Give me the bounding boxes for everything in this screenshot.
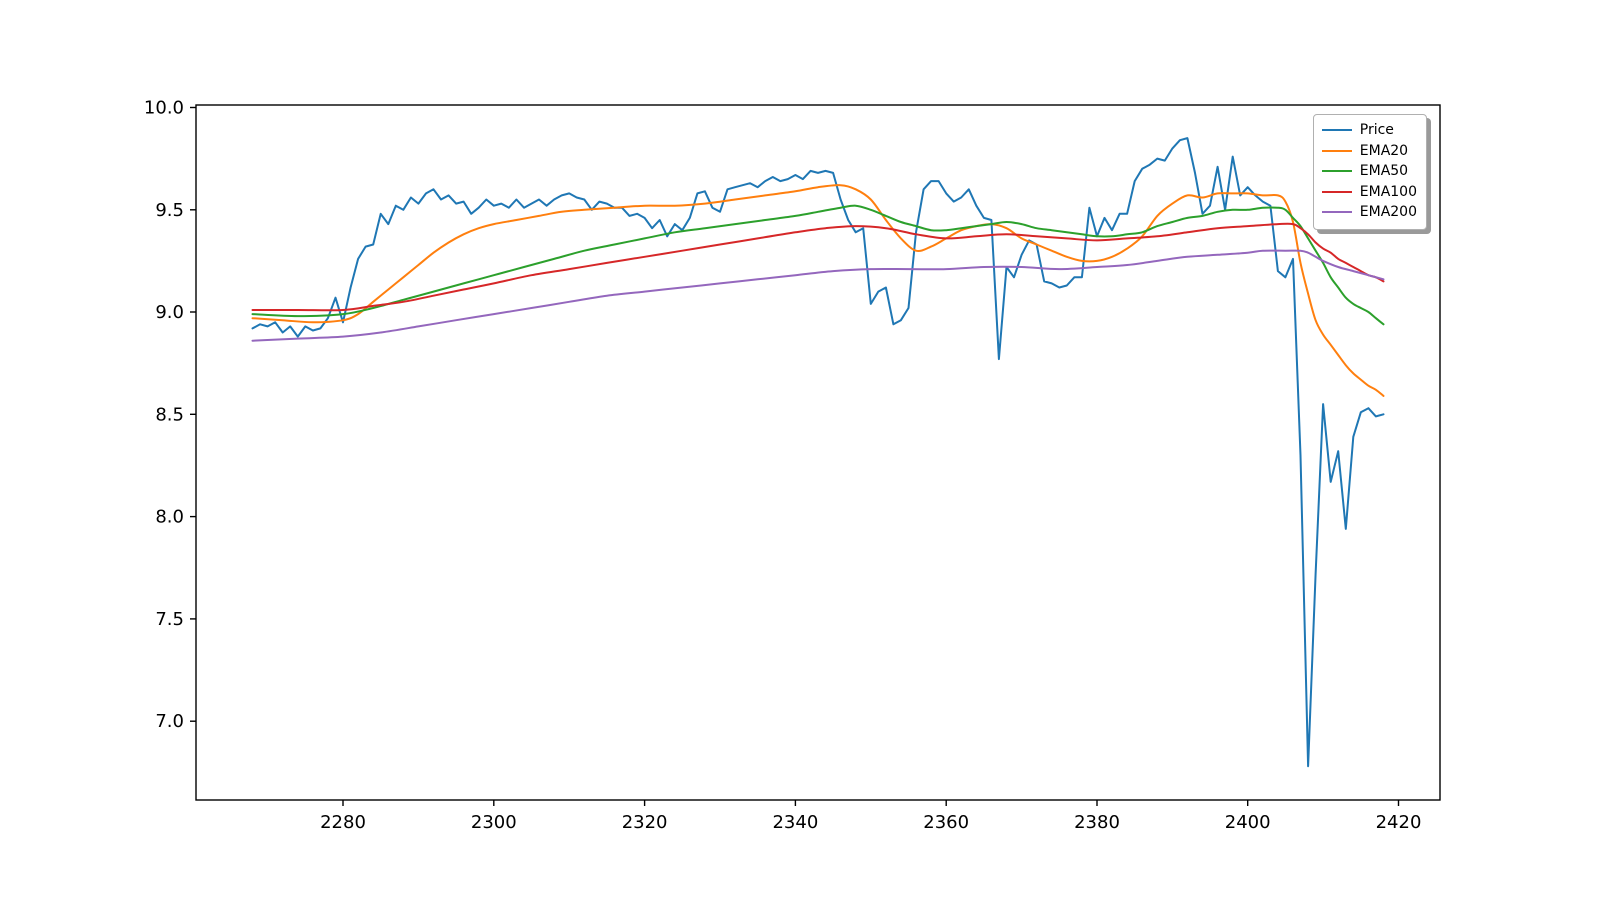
legend-swatch-ema50 (1321, 170, 1352, 173)
x-tick-label: 2320 (622, 812, 668, 833)
series-line-ema100 (251, 222, 1385, 312)
legend: Price EMA20 EMA50 EMA100 EMA200 (1312, 114, 1427, 230)
x-tick-label: 2340 (772, 812, 818, 833)
y-tick-label: 7.0 (155, 711, 184, 732)
y-tick-label: 8.0 (155, 507, 184, 528)
series-line-ema20 (251, 184, 1385, 397)
legend-label-ema100: EMA100 (1359, 183, 1417, 200)
x-tick-label: 2300 (471, 812, 517, 833)
legend-item-ema100: EMA100 (1321, 182, 1417, 203)
x-tick-label: 2400 (1225, 812, 1271, 833)
series-line-ema200 (251, 249, 1385, 342)
x-tick-label: 2420 (1376, 812, 1422, 833)
legend-swatch-ema200 (1321, 211, 1352, 214)
legend-label-ema50: EMA50 (1359, 163, 1409, 179)
y-tick-label: 10.0 (144, 98, 184, 119)
y-tick-label: 8.5 (155, 404, 184, 425)
x-tick-label: 2280 (320, 812, 366, 833)
legend-swatch-ema20 (1321, 149, 1352, 152)
y-tick-label: 9.5 (155, 200, 184, 221)
x-tick-label: 2380 (1074, 812, 1120, 833)
plot-area (195, 104, 1441, 801)
y-tick-label: 9.0 (155, 302, 184, 323)
legend-swatch-price (1321, 129, 1352, 132)
legend-item-price: Price (1321, 120, 1417, 141)
legend-label-ema200: EMA200 (1359, 204, 1417, 220)
legend-label-ema20: EMA20 (1359, 142, 1409, 159)
series-line-ema50 (251, 204, 1385, 326)
legend-item-ema50: EMA50 (1321, 161, 1417, 182)
y-tick-label: 7.5 (155, 609, 184, 630)
x-tick-label: 2360 (923, 812, 969, 833)
series-line-price (251, 137, 1385, 768)
legend-item-ema20: EMA20 (1321, 141, 1417, 162)
legend-item-ema200: EMA200 (1321, 202, 1417, 223)
legend-swatch-ema100 (1321, 190, 1352, 193)
legend-label-price: Price (1359, 122, 1394, 138)
